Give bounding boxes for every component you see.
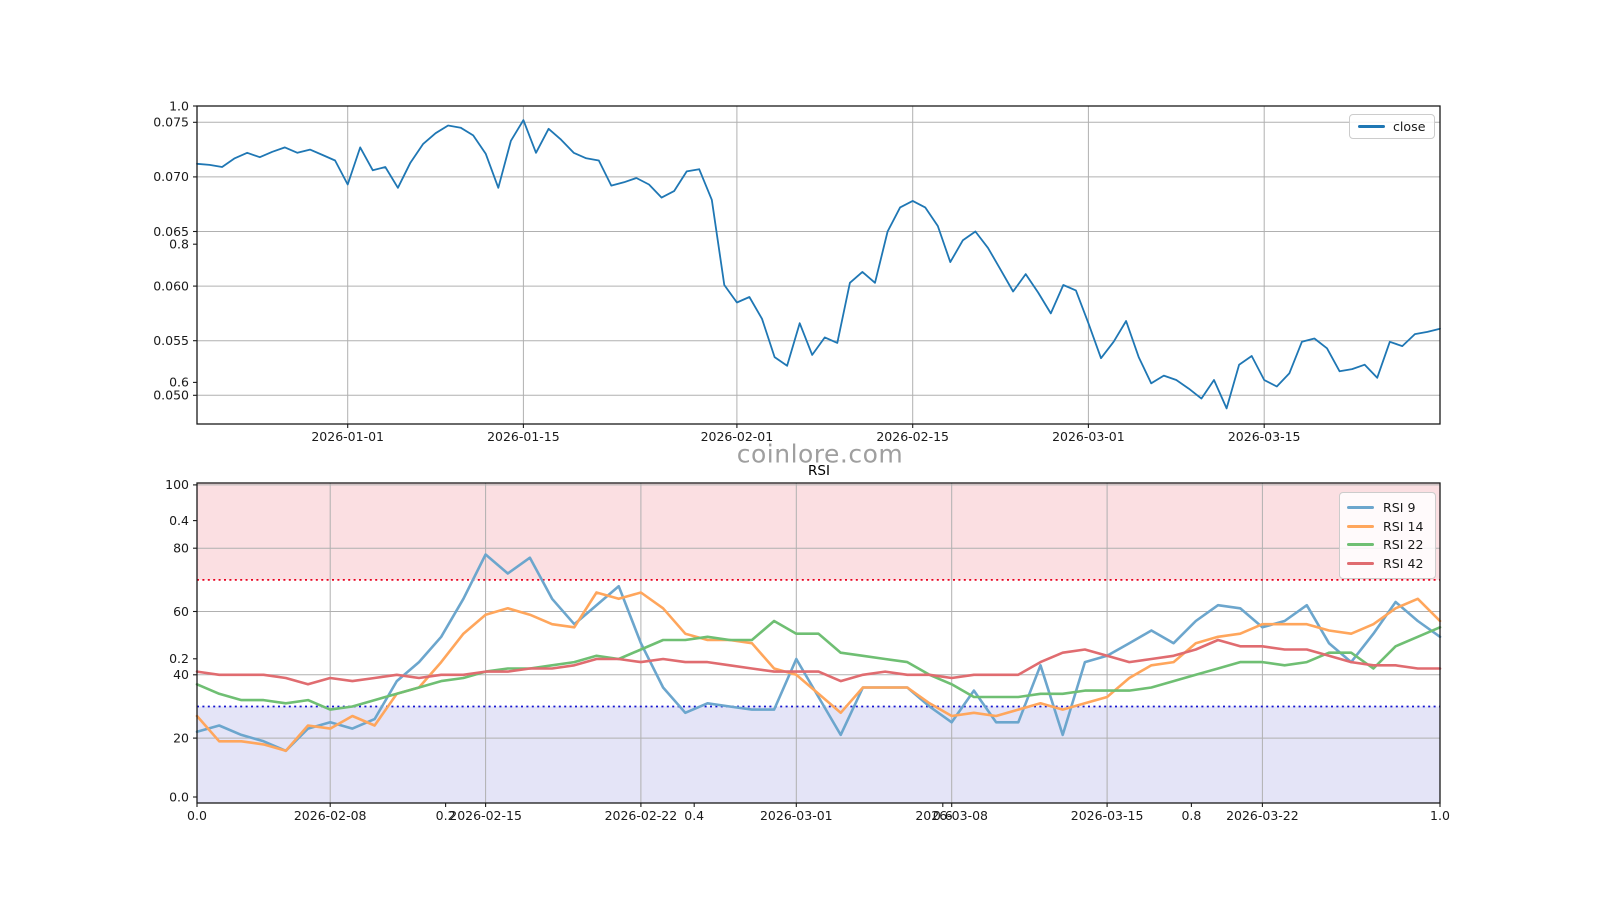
svg-text:2026-01-01: 2026-01-01 [311, 429, 384, 444]
svg-text:2026-02-15: 2026-02-15 [449, 808, 522, 823]
svg-text:0.070: 0.070 [153, 169, 189, 184]
overbought-zone [197, 483, 1440, 580]
legend-row-rsi14: RSI 14 [1347, 519, 1435, 534]
svg-text:0.8: 0.8 [1181, 808, 1201, 823]
series-close [196, 119, 1441, 410]
watermark-text: coinlore.com [736, 439, 904, 469]
svg-text:20: 20 [173, 730, 189, 745]
legend-rsi9-label: RSI 9 [1383, 499, 1416, 515]
svg-text:0.2: 0.2 [169, 651, 189, 666]
series-rsi-22 [195, 619, 1442, 711]
svg-text:60: 60 [173, 604, 189, 619]
svg-text:0.4: 0.4 [684, 808, 704, 823]
overlay-axis: 1.0 0.8 0.6 0.4 0.2 0.0 0.0 0.2 0.4 0.6 0.8 1.0 [169, 98, 1450, 823]
svg-text:0.055: 0.055 [153, 333, 189, 348]
svg-text:0.060: 0.060 [153, 278, 189, 293]
svg-text:2026-03-08: 2026-03-08 [915, 808, 988, 823]
rsi-plot: 100 80 60 40 20 2026-02-08 2026-02-15 2026-02-2… [165, 477, 1442, 823]
legend-row-rsi22: RSI 22 [1347, 537, 1435, 552]
rsi-frame [196, 482, 1441, 804]
svg-text:2026-03-01: 2026-03-01 [1052, 429, 1125, 444]
price-frame [196, 105, 1441, 425]
svg-text:40: 40 [173, 667, 189, 682]
legend-close: close [1349, 114, 1435, 139]
legend-row-rsi9: RSI 9 [1347, 500, 1435, 515]
svg-text:2026-02-08: 2026-02-08 [294, 808, 367, 823]
svg-text:2026-02-22: 2026-02-22 [605, 808, 678, 823]
svg-text:0.4: 0.4 [169, 513, 189, 528]
legend-rsi22-label: RSI 22 [1383, 537, 1424, 553]
price-plot: 0.075 0.070 0.065 0.060 0.055 0.050 2026-01-01… [153, 105, 1441, 444]
svg-text:2026-03-15: 2026-03-15 [1228, 429, 1301, 444]
svg-text:0.6: 0.6 [933, 808, 953, 823]
rsi-subplot-title: RSI [808, 463, 830, 479]
legend-row-rsi42: RSI 42 [1347, 556, 1435, 571]
svg-text:2026-01-15: 2026-01-15 [487, 429, 560, 444]
rsi22-line-swatch [1347, 543, 1374, 547]
svg-text:2026-03-22: 2026-03-22 [1226, 808, 1299, 823]
rsi9-line-swatch [1347, 505, 1374, 509]
svg-text:0.6: 0.6 [169, 375, 189, 390]
close-line-swatch [1358, 125, 1385, 128]
oversold-zone [197, 706, 1440, 803]
legend-rsi: RSI 9 RSI 14 RSI 22 RSI 42 [1339, 492, 1436, 579]
rsi14-line-swatch [1347, 524, 1374, 528]
svg-text:0.065: 0.065 [153, 224, 189, 239]
svg-text:0.2: 0.2 [436, 808, 456, 823]
svg-text:0.050: 0.050 [153, 388, 189, 403]
svg-text:2026-02-15: 2026-02-15 [876, 429, 949, 444]
svg-text:2026-03-15: 2026-03-15 [1071, 808, 1144, 823]
svg-text:100: 100 [165, 477, 189, 492]
svg-text:0.075: 0.075 [153, 115, 189, 130]
svg-text:80: 80 [173, 541, 189, 556]
legend-close-label: close [1393, 119, 1426, 134]
svg-text:1.0: 1.0 [169, 98, 189, 113]
series-rsi-42 [195, 638, 1442, 686]
svg-text:0.0: 0.0 [169, 789, 189, 804]
legend-rsi42-label: RSI 42 [1383, 556, 1424, 572]
svg-text:0.0: 0.0 [187, 808, 207, 823]
legend-rsi14-label: RSI 14 [1383, 518, 1424, 534]
svg-text:2026-03-01: 2026-03-01 [760, 808, 833, 823]
rsi42-line-swatch [1347, 562, 1374, 566]
svg-text:1.0: 1.0 [1430, 808, 1450, 823]
svg-text:0.8: 0.8 [169, 237, 189, 252]
svg-text:2026-02-01: 2026-02-01 [701, 429, 774, 444]
